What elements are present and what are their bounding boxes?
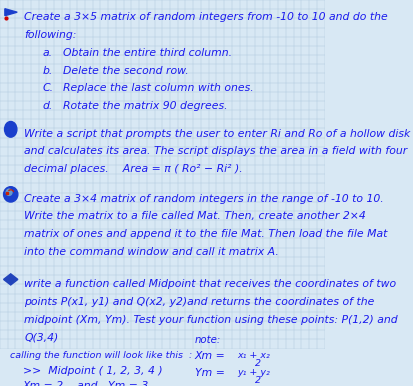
Text: >>  Midpoint ( 1, 2, 3, 4 ): >> Midpoint ( 1, 2, 3, 4 ) (23, 366, 162, 376)
Text: and calculates its area. The script displays the area in a field with four: and calculates its area. The script disp… (24, 146, 407, 156)
Text: Xm = 2    and   Ym = 3.: Xm = 2 and Ym = 3. (23, 381, 152, 386)
Circle shape (4, 187, 18, 202)
Text: Xm =: Xm = (194, 351, 225, 361)
Text: Delete the second row.: Delete the second row. (63, 66, 189, 76)
Text: Replace the last column with ones.: Replace the last column with ones. (63, 83, 254, 93)
Text: Obtain the entire third column.: Obtain the entire third column. (63, 48, 232, 58)
Text: d.: d. (42, 101, 52, 111)
Text: decimal places.    Area = π ( Ro² − Ri² ).: decimal places. Area = π ( Ro² − Ri² ). (24, 164, 242, 174)
Ellipse shape (5, 122, 17, 137)
Text: calling the function will look like this  :: calling the function will look like this… (10, 350, 192, 359)
Text: Write a script that prompts the user to enter Ri and Ro of a hollow disk: Write a script that prompts the user to … (24, 129, 410, 139)
Text: Create a 3×4 matrix of random integers in the range of -10 to 10.: Create a 3×4 matrix of random integers i… (24, 194, 383, 204)
Text: write a function called Midpoint that receives the coordinates of two: write a function called Midpoint that re… (24, 279, 396, 290)
Text: C.: C. (42, 83, 53, 93)
Polygon shape (4, 274, 18, 285)
Text: a.: a. (42, 48, 52, 58)
Text: matrix of ones and append it to the file Mat. Then load the file Mat: matrix of ones and append it to the file… (24, 229, 387, 239)
Text: points P(x1, y1) and Q(x2, y2)and returns the coordinates of the: points P(x1, y1) and Q(x2, y2)and return… (24, 297, 374, 307)
Text: Ym =: Ym = (194, 368, 224, 378)
Text: Q(3,4): Q(3,4) (24, 333, 59, 343)
Text: following:: following: (24, 30, 76, 40)
Polygon shape (5, 9, 17, 16)
Text: Write the matrix to a file called Mat. Then, create another 2×4: Write the matrix to a file called Mat. T… (24, 212, 365, 222)
Text: b.: b. (42, 66, 52, 76)
Text: into the command window and call it matrix A.: into the command window and call it matr… (24, 247, 278, 257)
Circle shape (6, 189, 12, 195)
Text: midpoint (Xm, Ym). Test your function using these points: P(1,2) and: midpoint (Xm, Ym). Test your function us… (24, 315, 397, 325)
Text: 2: 2 (254, 376, 260, 384)
Text: note:: note: (194, 335, 221, 345)
Text: x₁ + x₂: x₁ + x₂ (236, 351, 269, 361)
Text: Create a 3×5 matrix of random integers from -10 to 10 and do the: Create a 3×5 matrix of random integers f… (24, 12, 387, 22)
Text: 2: 2 (254, 359, 260, 368)
Text: y₁ + y₂: y₁ + y₂ (236, 368, 269, 377)
Text: Rotate the matrix 90 degrees.: Rotate the matrix 90 degrees. (63, 101, 228, 111)
